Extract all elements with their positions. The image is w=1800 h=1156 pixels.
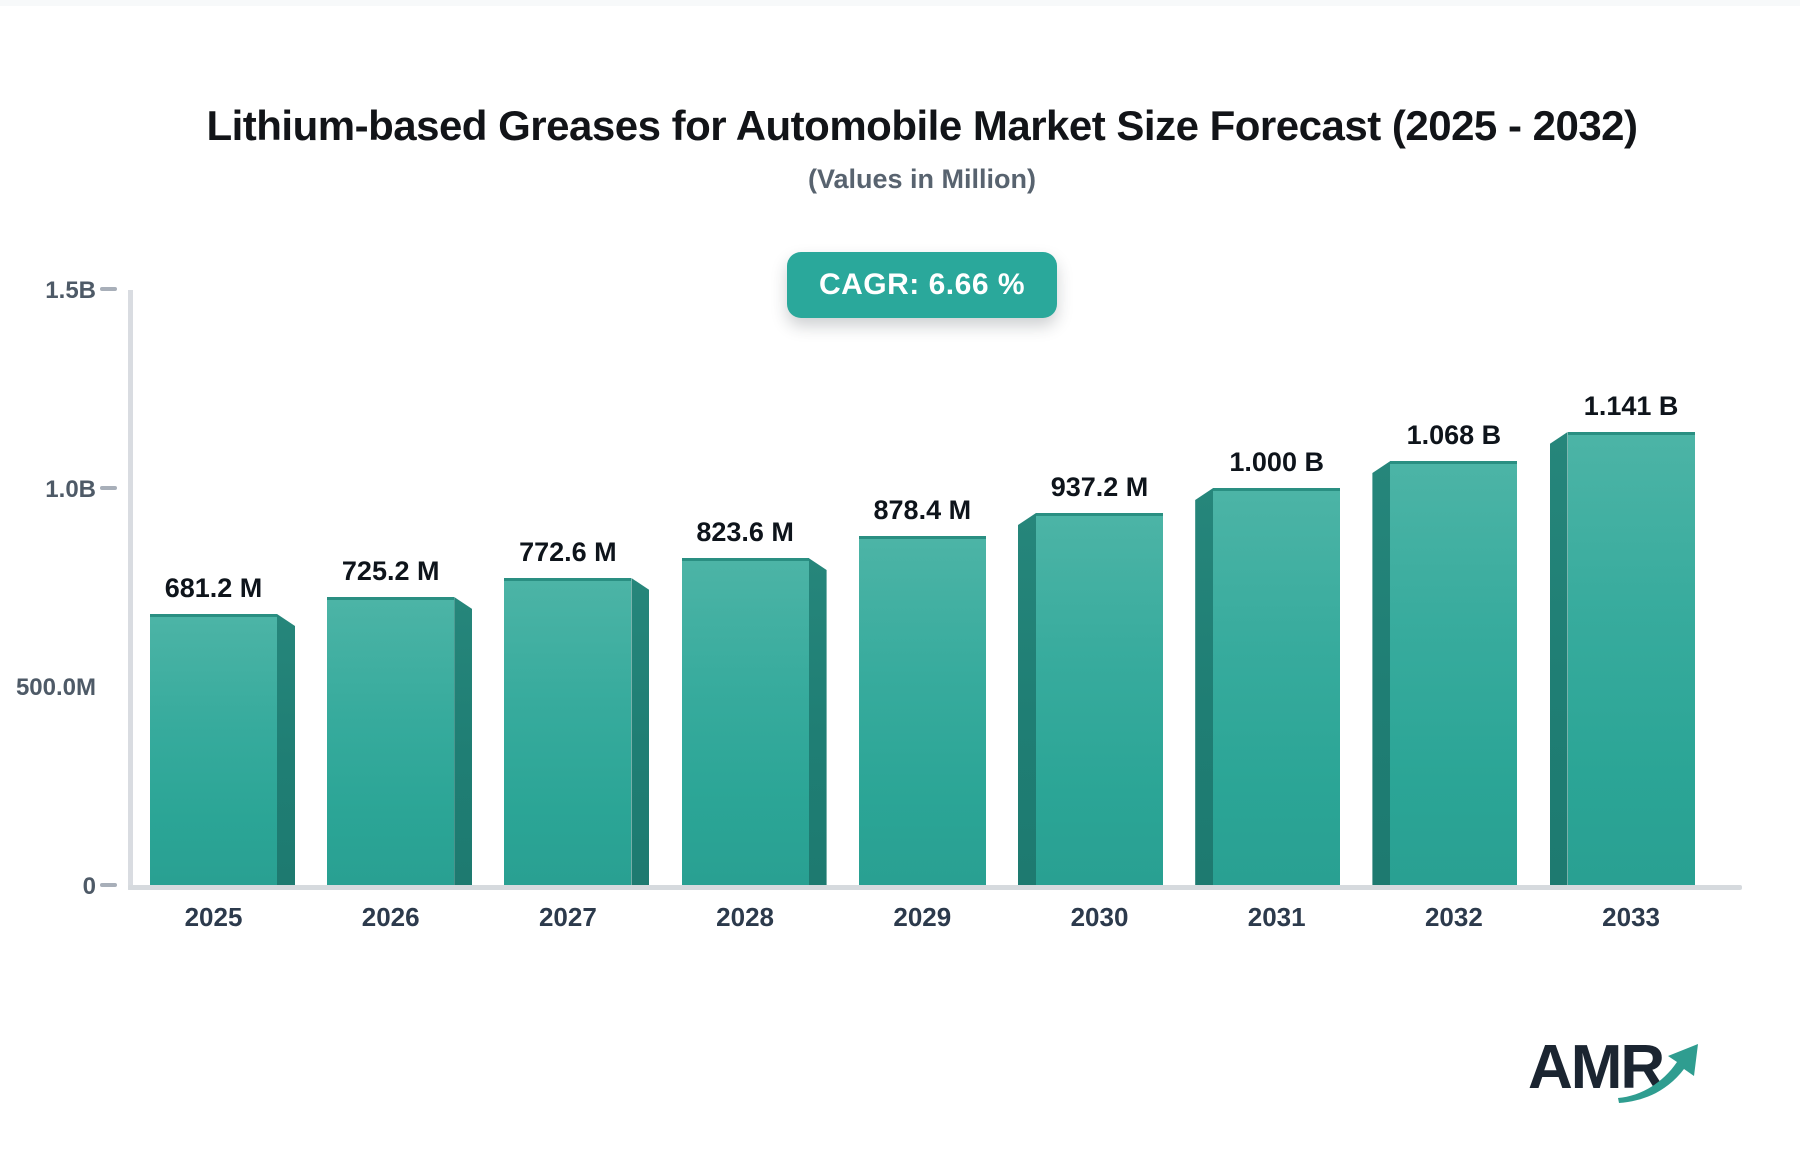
bar-2033-side-face: [1549, 432, 1568, 885]
bar-value-label-2032: 1.068 B: [1406, 420, 1502, 450]
bar-2027-side-face: [631, 578, 650, 885]
amr-logo[interactable]: AMR: [1528, 1032, 1718, 1122]
bar-value-label-2029: 878.4 M: [873, 495, 972, 525]
y-axis-tick-label: 500.0M: [15, 674, 96, 702]
cagr-badge: CAGR: 6.66 %: [786, 252, 1058, 318]
x-axis-label-2030: 2030: [1070, 902, 1129, 932]
y-axis-tick-label: 0: [82, 873, 96, 900]
bar-value-label-2026: 725.2 M: [341, 556, 440, 586]
bar-2030-side-face: [1018, 513, 1036, 885]
y-axis-tick-mark: [100, 485, 117, 490]
growth-arrow-icon: [1618, 1044, 1698, 1103]
bar-2032-side-face: [1372, 461, 1391, 885]
bar-2025-side-face: [277, 614, 295, 885]
x-axis-label-2025: 2025: [184, 902, 243, 932]
y-axis-tick-mark: [100, 883, 117, 887]
x-axis-label-2031: 2031: [1247, 902, 1306, 932]
y-axis-tick-label: 1.0B: [45, 475, 96, 503]
bar-value-label-2025: 681.2 M: [164, 573, 263, 603]
x-axis-line: [128, 885, 1742, 890]
amr-logo-text: AMR: [1528, 1033, 1665, 1102]
bar-2025[interactable]: [150, 614, 277, 885]
bar-2028[interactable]: [681, 558, 809, 885]
bar-value-label-2031: 1.000 B: [1229, 447, 1324, 477]
x-axis-label-2027: 2027: [538, 902, 597, 932]
chart-subtitle: (Values in Million): [807, 164, 1037, 194]
x-axis-label-2026: 2026: [361, 902, 420, 932]
x-axis-label-2032: 2032: [1424, 902, 1483, 932]
bar-2031[interactable]: [1213, 488, 1341, 885]
bar-value-label-2033: 1.141 B: [1583, 391, 1679, 421]
y-axis-line: [128, 290, 133, 890]
cagr-badge-row: CAGR: 6.66 %: [22, 252, 1800, 318]
bar-2027[interactable]: [504, 578, 632, 885]
bar-2028-side-face: [808, 558, 827, 885]
chart-title: Lithium-based Greases for Automobile Mar…: [206, 102, 1638, 149]
bar-2030[interactable]: [1036, 513, 1163, 885]
y-axis-tick-mark: [100, 287, 117, 291]
bar-2026[interactable]: [327, 597, 455, 885]
bar-2026-side-face: [454, 597, 473, 885]
top-strip: [0, 0, 1800, 6]
x-axis-label-2028: 2028: [716, 902, 775, 932]
bar-2032[interactable]: [1390, 461, 1518, 885]
bar-value-label-2027: 772.6 M: [519, 537, 617, 567]
bar-value-label-2028: 823.6 M: [696, 517, 794, 547]
y-axis-tick-label: 1.5B: [45, 277, 96, 304]
x-axis-label-2033: 2033: [1602, 902, 1661, 932]
bar-2031-side-face: [1195, 488, 1214, 885]
x-axis-label-2029: 2029: [893, 902, 952, 932]
bar-2029[interactable]: [858, 536, 986, 885]
bar-value-label-2030: 937.2 M: [1050, 472, 1149, 502]
bar-2033[interactable]: [1567, 432, 1695, 885]
